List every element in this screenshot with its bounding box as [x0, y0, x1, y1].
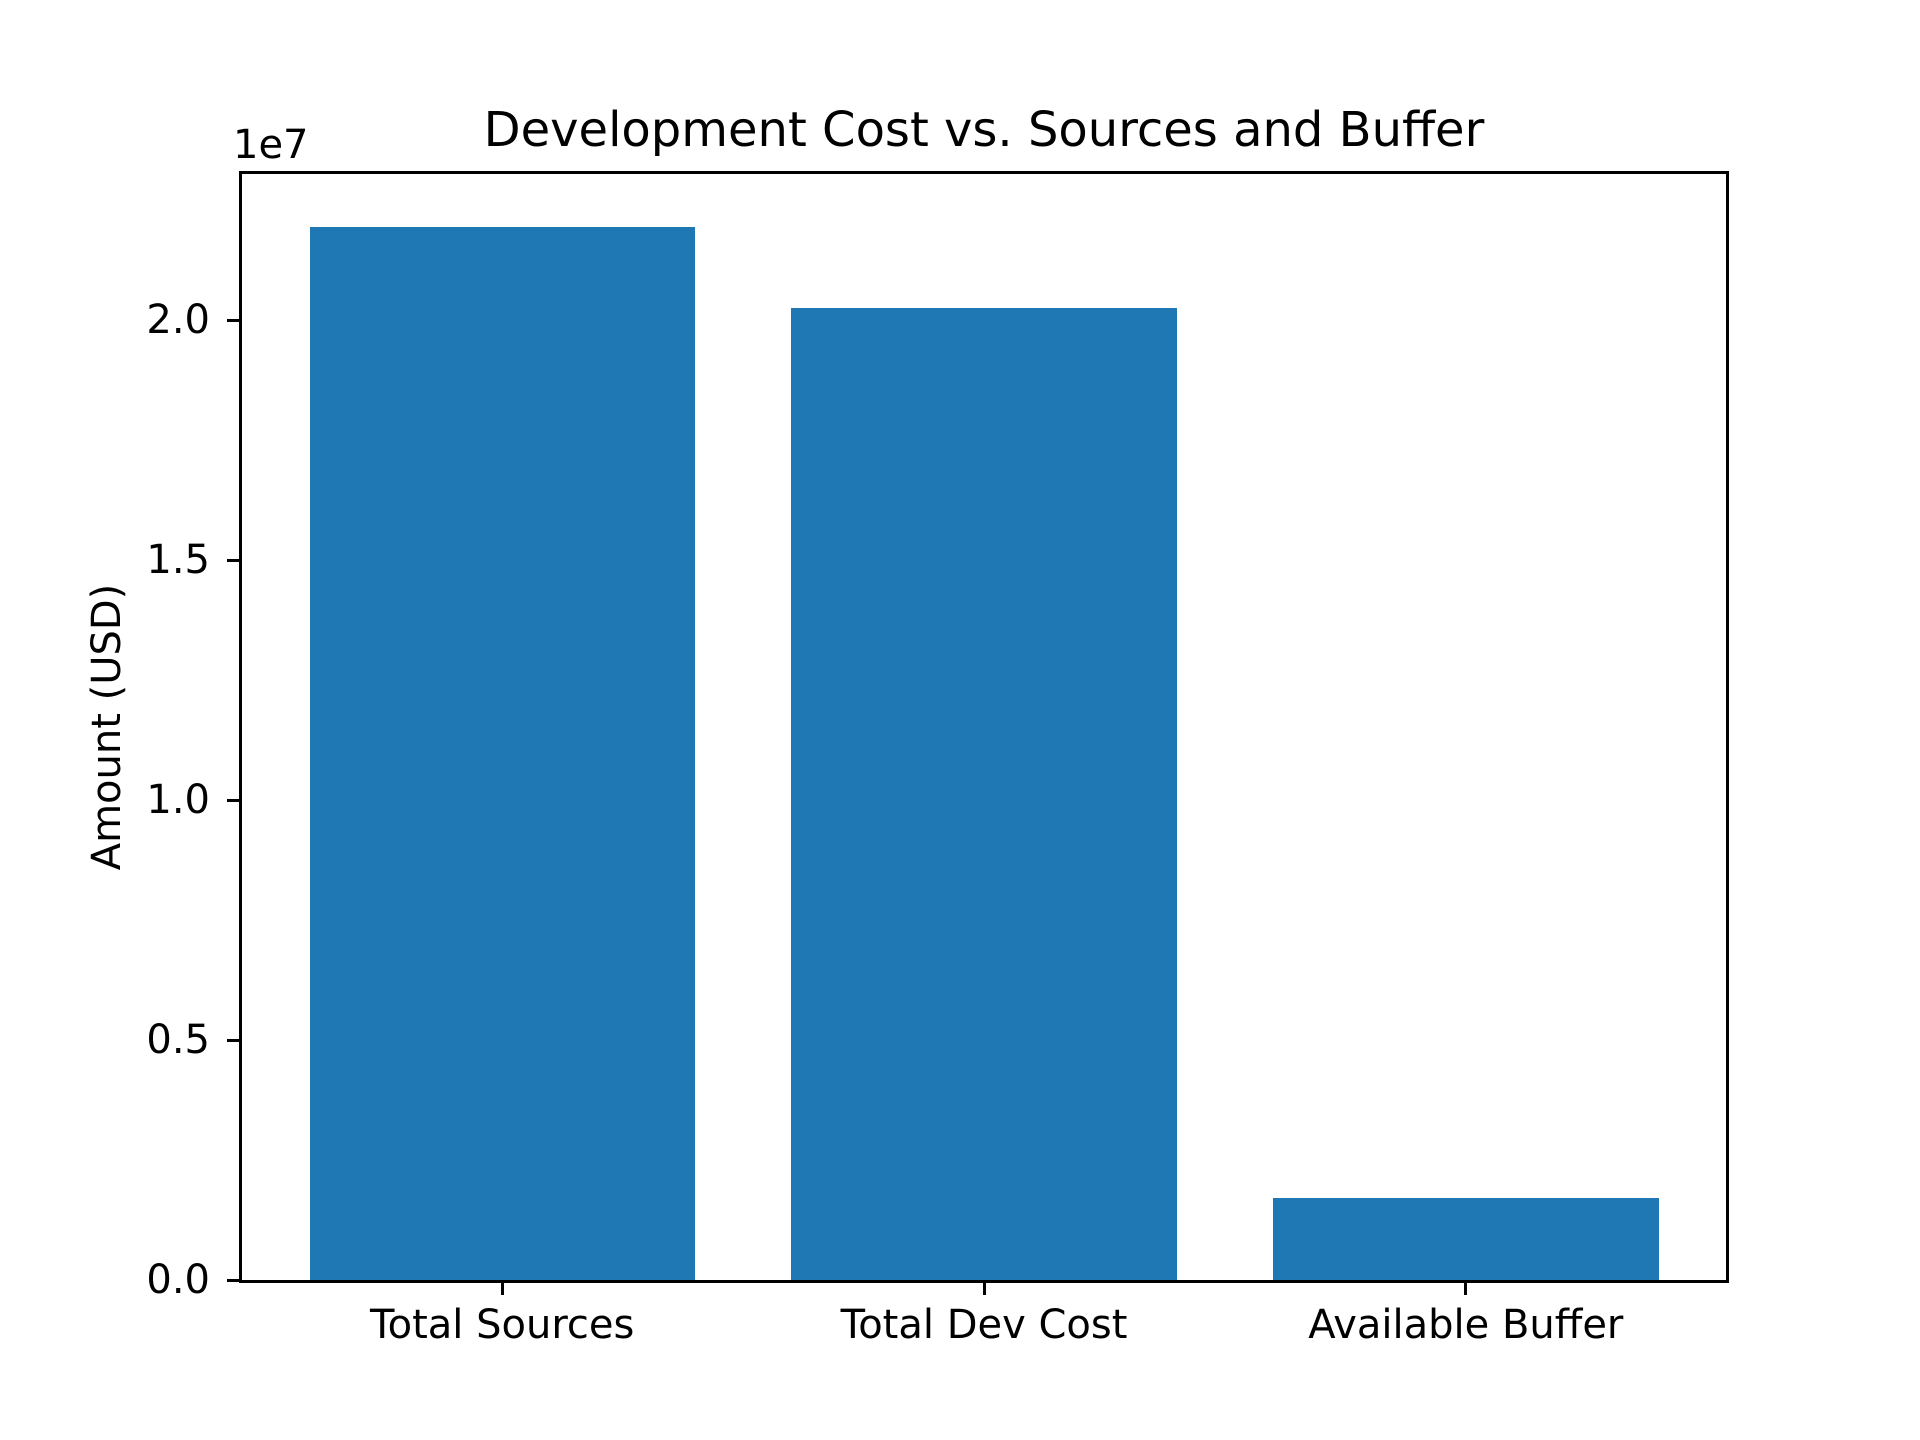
x-tick-mark — [1464, 1283, 1468, 1295]
bar-total-dev-cost — [791, 308, 1177, 1280]
y-axis-offset-text: 1e7 — [233, 122, 309, 168]
y-tick-mark — [227, 318, 239, 322]
bar-available-buffer — [1273, 1198, 1659, 1280]
y-tick-mark — [227, 1038, 239, 1042]
y-axis-label: Amount (USD) — [84, 583, 130, 871]
y-tick-mark — [227, 558, 239, 562]
y-tick-mark — [227, 798, 239, 802]
y-tick-label: 0.0 — [146, 1257, 210, 1303]
y-tick-label: 1.0 — [146, 777, 210, 824]
x-tick-label-total-sources: Total Sources — [370, 1302, 635, 1348]
bar-total-sources — [309, 226, 695, 1280]
x-tick-mark — [982, 1283, 986, 1295]
y-tick-label: 0.5 — [146, 1017, 210, 1064]
y-tick-label: 1.5 — [146, 537, 210, 584]
y-tick-mark — [227, 1278, 239, 1282]
x-tick-label-total-dev-cost: Total Dev Cost — [840, 1302, 1128, 1348]
chart-title: Development Cost vs. Sources and Buffer — [483, 102, 1485, 158]
plot-area — [227, 171, 1729, 1295]
x-tick-mark — [500, 1283, 504, 1295]
x-tick-label-available-buffer: Available Buffer — [1308, 1302, 1624, 1348]
y-tick-label: 2.0 — [146, 297, 210, 344]
